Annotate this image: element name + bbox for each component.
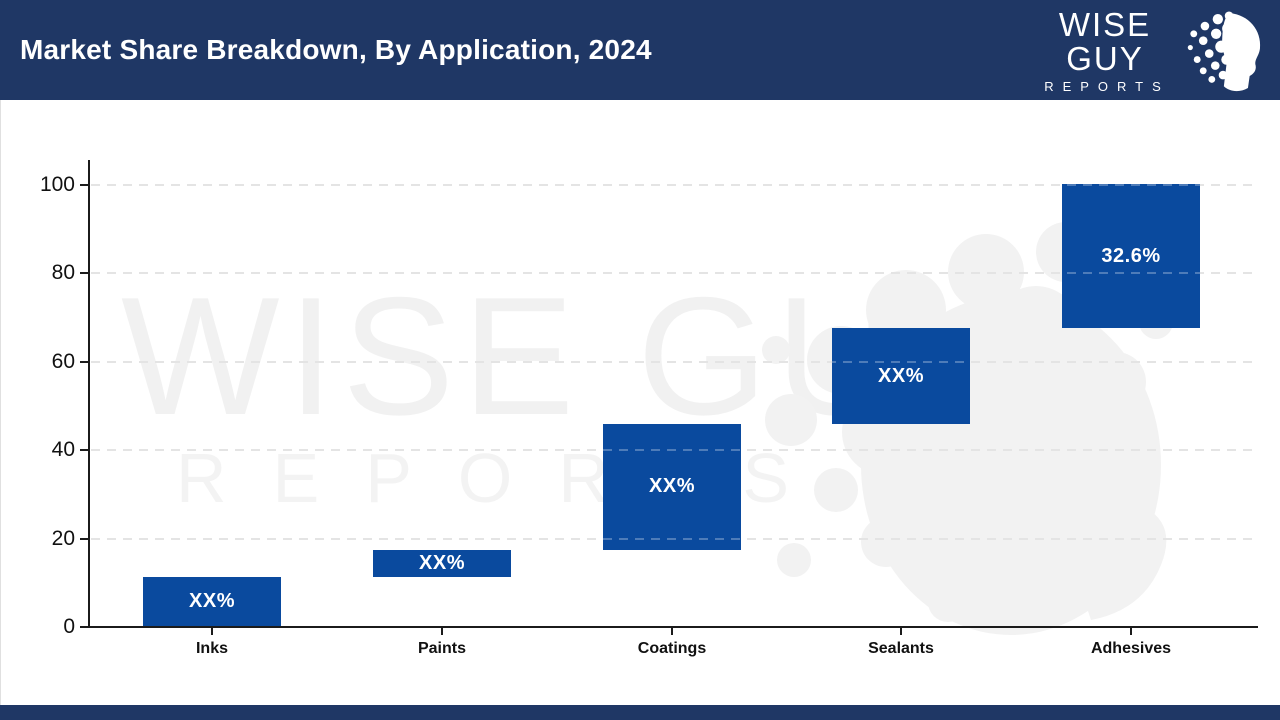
gridline-60	[91, 360, 1258, 363]
x-label-inks-text: Inks	[195, 640, 228, 657]
bar-paints: XX%	[373, 549, 511, 578]
gridline-overlay-100	[91, 184, 1258, 186]
y-tick-60	[80, 360, 88, 363]
y-tick-100	[80, 184, 88, 186]
gridline-overlay-40	[91, 449, 1258, 452]
y-tick-label-60-text: 60	[51, 349, 75, 373]
x-label-coatings: Coatings	[592, 640, 752, 658]
x-tick-paints	[441, 628, 443, 635]
bar-sealants: XX%	[832, 328, 970, 425]
y-tick-label-0: 0	[27, 614, 75, 640]
y-tick-80	[80, 272, 88, 275]
gridline-100	[91, 184, 1258, 186]
logo-wordmark-main: WISE GUY	[1058, 6, 1152, 77]
page-title: Market Share Breakdown, By Application, …	[20, 34, 652, 65]
gridline-overlay-80	[91, 272, 1258, 275]
bar-inks: XX%	[143, 577, 281, 626]
gridline-overlay-60	[91, 360, 1258, 363]
y-tick-label-20: 20	[27, 526, 75, 552]
x-tick-inks	[211, 628, 213, 635]
x-label-sealants-text: Sealants	[868, 640, 934, 657]
y-tick-label-20-text: 20	[51, 526, 75, 550]
y-tick-40	[80, 449, 88, 452]
x-label-inks: Inks	[132, 640, 292, 658]
gridline-80	[91, 272, 1258, 275]
footer-bar	[0, 705, 1280, 720]
x-label-sealants: Sealants	[821, 640, 981, 658]
x-label-paints-text: Paints	[417, 640, 466, 657]
bar-paints-text: XX%	[419, 551, 465, 574]
y-tick-label-40: 40	[27, 437, 75, 463]
x-label-adhesives: Adhesives	[1051, 640, 1211, 658]
y-tick-label-80: 80	[27, 260, 75, 286]
chart-area: WISE GUY REPORTS 0 20 40 60 80 100 XX% Inks XX% P…	[0, 100, 1280, 705]
x-axis-line	[88, 626, 1258, 628]
wise-guy-logo: WISE GUY REPORTS	[1016, 6, 1266, 96]
y-tick-label-40-text: 40	[51, 438, 75, 462]
y-tick-label-100: 100	[27, 172, 75, 198]
logo-wordmark-sub: REPORTS	[1044, 79, 1170, 94]
header-bar: Market Share Breakdown, By Application, …	[0, 0, 1280, 100]
y-axis-line	[88, 160, 90, 628]
y-tick-label-100-text: 100	[39, 173, 75, 196]
bar-coatings-text: XX%	[649, 475, 695, 498]
x-label-adhesives-text: Adhesives	[1090, 640, 1172, 657]
bar-sealants-text: XX%	[878, 364, 924, 387]
x-tick-adhesives	[1130, 628, 1132, 635]
y-tick-0	[80, 626, 88, 628]
bar-adhesives: 32.6%	[1062, 184, 1200, 329]
x-tick-coatings	[671, 628, 673, 635]
y-tick-label-80-text: 80	[51, 261, 75, 285]
y-tick-label-0-text: 0	[63, 615, 75, 638]
x-label-paints: Paints	[362, 640, 522, 658]
logo-head-icon	[1187, 11, 1261, 92]
bar-coatings: XX%	[603, 424, 741, 550]
y-tick-label-60: 60	[27, 349, 75, 375]
gridline-overlay-20	[91, 537, 1258, 540]
x-tick-sealants	[900, 628, 902, 635]
x-label-coatings-text: Coatings	[637, 640, 707, 657]
bar-inks-text: XX%	[189, 590, 235, 613]
logo-wordmark: WISE GUY REPORTS	[1016, 6, 1194, 95]
y-tick-20	[80, 537, 88, 540]
bar-adhesives-text: 32.6%	[1101, 244, 1161, 267]
